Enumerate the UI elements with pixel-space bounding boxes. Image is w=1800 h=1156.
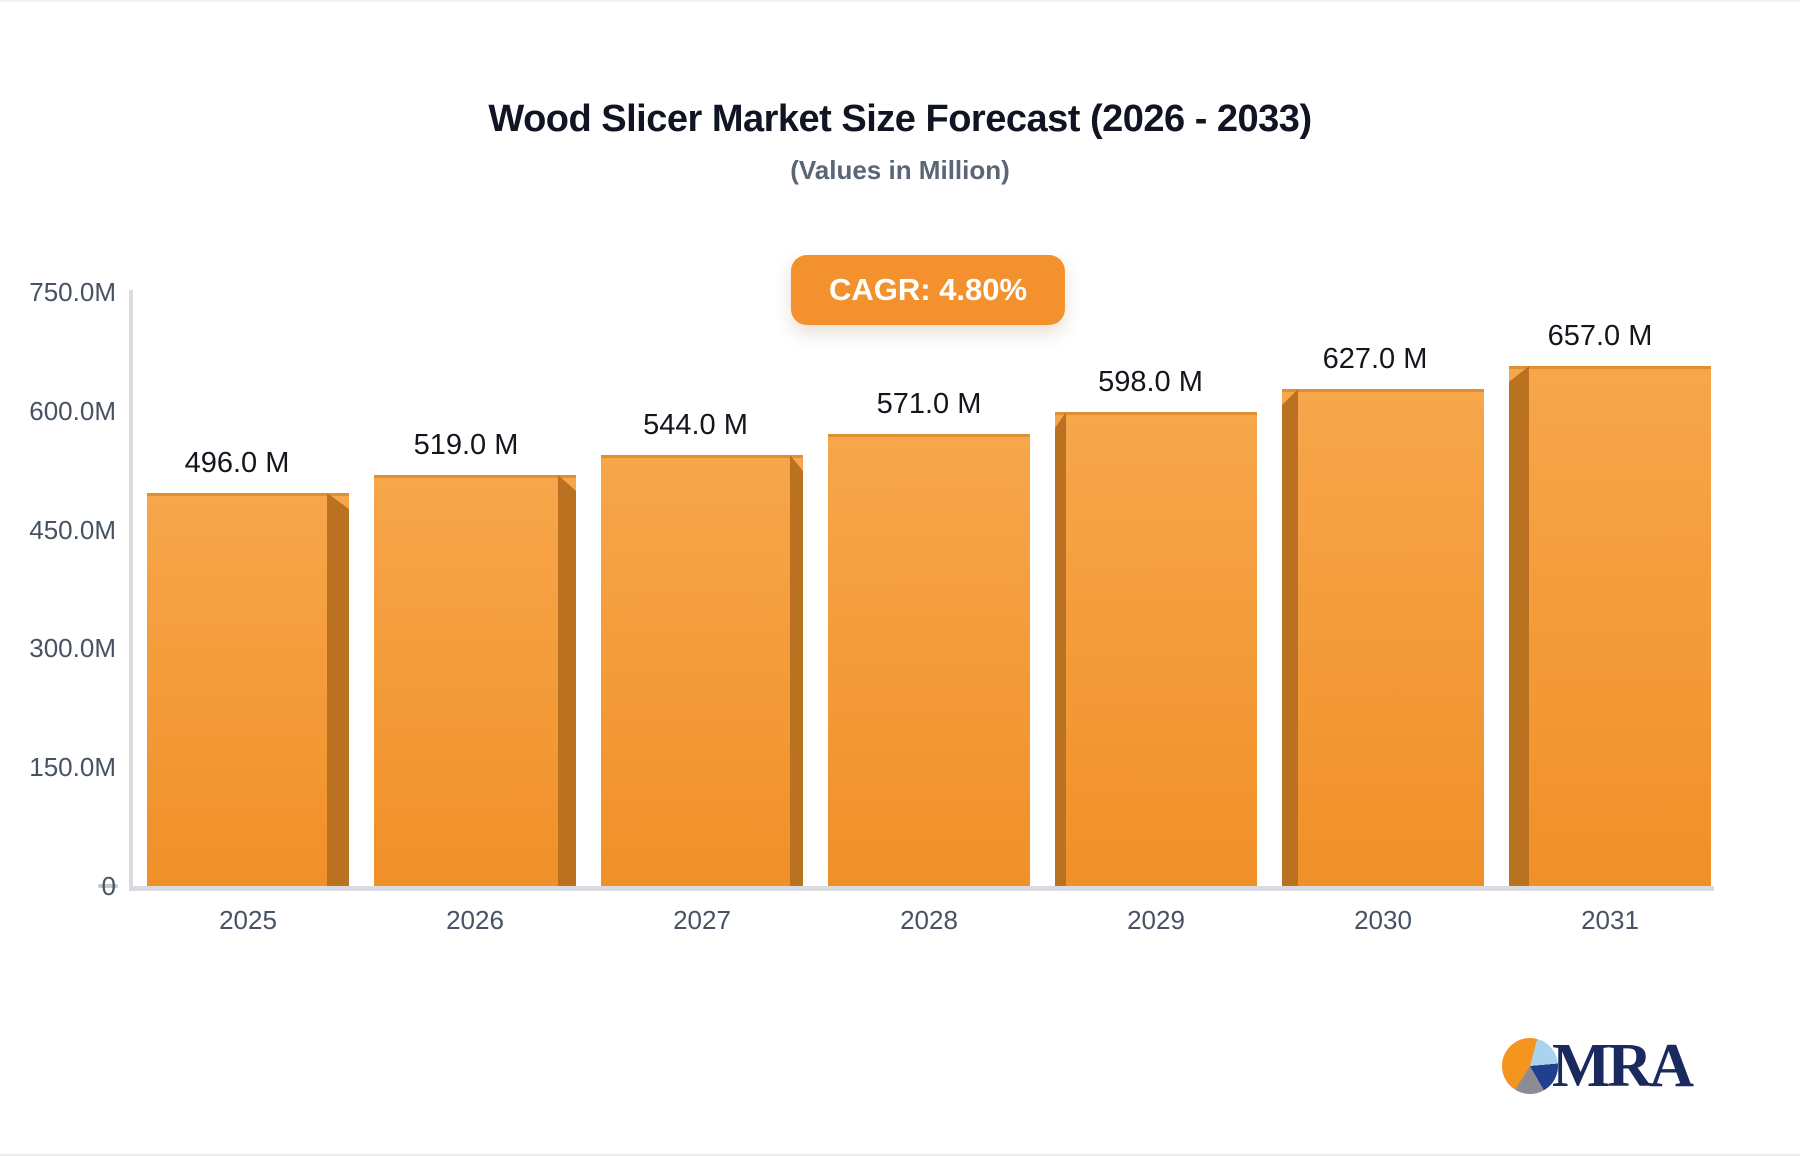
bar-side-face (327, 493, 349, 886)
bar-value-label: 544.0 M (643, 409, 748, 441)
bar-side-face (790, 455, 803, 886)
x-axis-baseline (129, 886, 1714, 891)
x-tick-label: 2029 (1127, 905, 1185, 935)
bar-2028 (828, 434, 1030, 886)
bar-side-face (1509, 366, 1529, 886)
x-tick-label: 2027 (673, 905, 731, 935)
zero-tick-mark (98, 884, 118, 888)
x-tick-label: 2030 (1354, 905, 1412, 935)
mra-logo: MRA (1502, 1032, 1694, 1100)
bar-value-label: 571.0 M (876, 388, 982, 420)
chart-header: Wood Slicer Market Size Forecast (2026 -… (40, 2, 1760, 186)
x-tick-label: 2031 (1581, 905, 1639, 935)
y-tick-label: 300.0M (29, 633, 116, 664)
bar-value-label: 519.0 M (413, 429, 519, 461)
x-tick-label: 2026 (446, 905, 504, 935)
logo-text: MRA (1552, 1032, 1694, 1100)
bar-value-label: 657.0 M (1547, 320, 1653, 352)
x-tick-label: 2025 (219, 905, 277, 935)
bar-2027 (601, 455, 803, 886)
bar-2026 (374, 475, 576, 886)
bar-2030 (1282, 389, 1484, 886)
bar-2029 (1055, 412, 1257, 886)
pie-chart-logo-icon (1502, 1038, 1558, 1094)
chart-title: Wood Slicer Market Size Forecast (2026 -… (488, 98, 1312, 140)
bar-side-face (558, 475, 576, 886)
y-tick-label: 450.0M (29, 514, 116, 545)
y-axis-line (129, 290, 133, 890)
bar-2031 (1509, 366, 1711, 886)
y-tick-label: 600.0M (29, 395, 116, 426)
cagr-badge: CAGR: 4.80% (790, 255, 1066, 325)
y-tick-label: 0 (101, 871, 116, 901)
y-tick-label: 750.0M (29, 277, 116, 307)
y-tick-label: 150.0M (29, 752, 116, 783)
bar-side-face (1055, 412, 1066, 886)
bar-value-label: 496.0 M (184, 447, 290, 479)
bar-2025 (147, 493, 349, 886)
bar-value-label: 627.0 M (1322, 343, 1428, 375)
x-tick-label: 2028 (900, 905, 958, 935)
bar-value-label: 598.0 M (1098, 366, 1203, 398)
chart-subtitle: (Values in Million) (790, 155, 1010, 185)
bar-side-face (1282, 389, 1298, 886)
